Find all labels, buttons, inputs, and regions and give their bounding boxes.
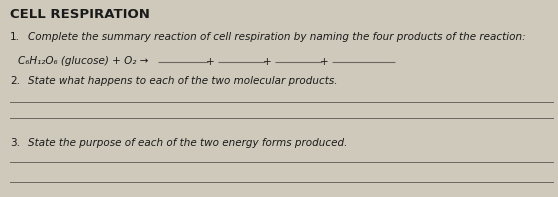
- Text: +: +: [320, 57, 328, 67]
- Text: +: +: [263, 57, 271, 67]
- Text: State the purpose of each of the two energy forms produced.: State the purpose of each of the two ene…: [28, 138, 348, 148]
- Text: CELL RESPIRATION: CELL RESPIRATION: [10, 8, 150, 21]
- Text: 2.: 2.: [10, 76, 20, 86]
- Text: 3.: 3.: [10, 138, 20, 148]
- Text: +: +: [206, 57, 214, 67]
- Text: 1.: 1.: [10, 32, 20, 42]
- Text: C₆H₁₂O₆ (glucose) + O₂ →: C₆H₁₂O₆ (glucose) + O₂ →: [18, 56, 148, 66]
- Text: State what happens to each of the two molecular products.: State what happens to each of the two mo…: [28, 76, 338, 86]
- Text: Complete the summary reaction of cell respiration by naming the four products of: Complete the summary reaction of cell re…: [28, 32, 526, 42]
